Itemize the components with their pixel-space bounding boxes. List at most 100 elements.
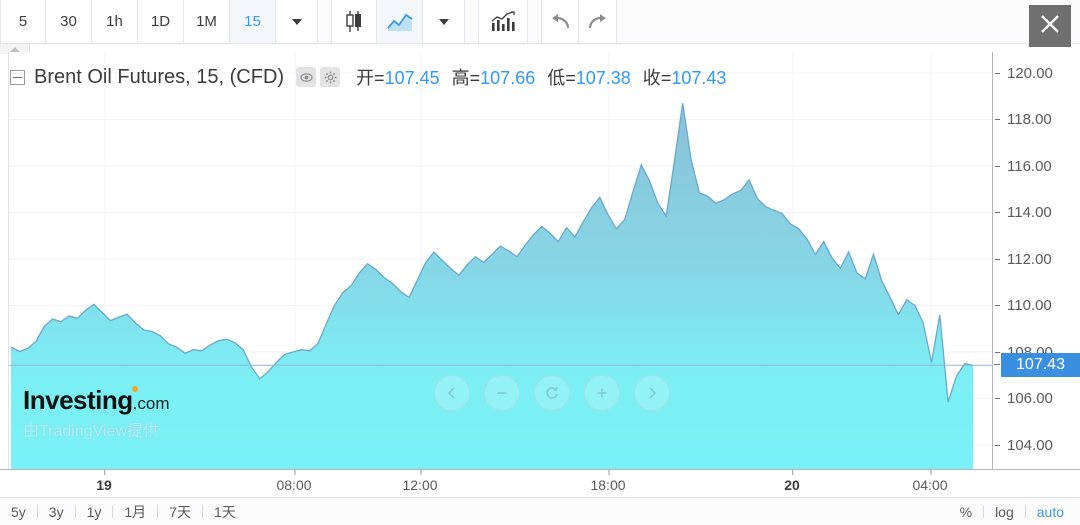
undo-button[interactable] [541, 0, 579, 43]
badge-notch [994, 364, 1000, 366]
chart-pane[interactable]: Investing.com 由TradingView提供 [8, 52, 993, 469]
range-button-5y[interactable]: 5y [11, 503, 26, 520]
chart-type-area-button[interactable] [377, 0, 423, 43]
range-button-1y[interactable]: 1y [86, 503, 102, 520]
price-axis-tick-label: 106.00 [1007, 390, 1053, 407]
bottom-divider [74, 505, 76, 518]
chevron-down-icon [291, 18, 302, 25]
ohlc-value: 107.66 [480, 68, 536, 88]
range-button-3y[interactable]: 3y [48, 503, 64, 520]
close-button[interactable] [1029, 5, 1071, 47]
chevron-up-icon [9, 46, 20, 52]
time-axis[interactable]: 19 08:00 12:00 18:00 20 04:00 [0, 469, 1080, 497]
price-axis-tick-label: 110.00 [1007, 297, 1052, 314]
ohlc-item: 开=107.45 [356, 68, 440, 88]
bottom-divider [983, 505, 985, 518]
scroll-left-button[interactable] [434, 375, 470, 411]
undo-arrow-icon [549, 13, 571, 31]
legend-symbol-title: Brent Oil Futures, 15, (CFD) [34, 65, 285, 88]
price-area-fill [11, 103, 973, 469]
scale-auto-button[interactable]: auto [1036, 503, 1064, 520]
price-axis-tick: 104.00 [994, 437, 1080, 454]
candlestick-icon [343, 10, 365, 34]
area-chart-icon [386, 12, 413, 32]
chart-type-dropdown-button[interactable] [423, 0, 465, 43]
time-axis-tick-label: 08:00 [276, 477, 312, 493]
bottom-divider [201, 505, 203, 518]
scale-log-button[interactable]: log [995, 503, 1014, 520]
time-axis-tick: 18:00 [590, 470, 626, 493]
interval-5[interactable]: 5 [0, 0, 46, 43]
tick-dash [995, 398, 1000, 399]
tick-dash [995, 351, 1000, 353]
indicators-button[interactable] [478, 0, 528, 43]
price-axis-tick: 116.00 [994, 158, 1080, 175]
ohlc-label: 低= [547, 68, 576, 88]
time-axis-tick-label: 19 [96, 477, 112, 493]
price-line [10, 103, 974, 403]
tick-dash [995, 119, 1000, 120]
ohlc-value: 107.43 [671, 68, 727, 88]
toolbar-divider-1 [318, 0, 331, 43]
zoom-in-button[interactable] [584, 375, 620, 411]
range-button-1天[interactable]: 1天 [213, 503, 236, 520]
eye-icon[interactable] [296, 67, 317, 87]
time-axis-tick-label: 18:00 [590, 477, 626, 493]
chart-legend: Brent Oil Futures, 15, (CFD) 开=107.45 高=10… [10, 60, 726, 94]
collapse-minus-icon[interactable] [10, 69, 25, 85]
scale-percent-button[interactable]: % [959, 503, 973, 520]
price-axis-tick: 112.00 [994, 251, 1080, 268]
tick-mark [419, 470, 421, 475]
range-button-1月[interactable]: 1月 [124, 503, 147, 520]
redo-button[interactable] [579, 0, 617, 43]
bottom-divider [157, 505, 159, 518]
price-axis[interactable]: 120.00 118.00 116.00 114.00 112.00 110.00 108.… [994, 52, 1080, 469]
plus-icon [595, 386, 609, 400]
tick-mark [791, 470, 793, 475]
ohlc-label: 高= [451, 68, 481, 88]
time-axis-tick: 08:00 [276, 470, 312, 493]
price-axis-tick: 120.00 [994, 64, 1080, 82]
tick-dash [995, 305, 1000, 306]
gear-icon[interactable] [320, 67, 341, 87]
chart-type-candlestick-button[interactable] [331, 0, 377, 43]
toolbar-divider-2 [465, 0, 478, 43]
tick-dash [995, 72, 1000, 74]
interval-1h[interactable]: 1h [92, 0, 138, 43]
chevron-left-icon [445, 386, 459, 400]
tick-mark [293, 470, 295, 475]
interval-1m[interactable]: 1M [184, 0, 230, 43]
bottom-toolbar: 5y 3y 1y 1月 7天 1天 % log auto [0, 497, 1080, 525]
reset-chart-button[interactable] [534, 375, 570, 411]
price-axis-tick: 106.00 [994, 390, 1080, 407]
ohlc-item: 低=107.38 [547, 68, 631, 88]
price-axis-tick: 118.00 [994, 111, 1080, 128]
zoom-out-button[interactable] [484, 375, 520, 411]
pane-collapse-handle[interactable] [0, 44, 30, 54]
interval-15[interactable]: 15 [230, 0, 276, 43]
interval-dropdown-button[interactable] [276, 0, 318, 43]
interval-label: 1M [196, 13, 217, 30]
bottom-divider [36, 505, 38, 518]
time-axis-tick-label: 12:00 [402, 477, 438, 493]
ohlc-value: 107.38 [575, 68, 631, 88]
time-axis-tick: 19 [96, 470, 112, 493]
chart-toolbar: 5 30 1h 1D 1M 15 [0, 0, 1080, 44]
chart-navigation-buttons [434, 375, 670, 411]
price-axis-tick-label: 114.00 [1007, 204, 1052, 221]
interval-1d[interactable]: 1D [138, 0, 184, 43]
interval-button-group: 5 30 1h 1D 1M 15 [0, 0, 276, 43]
ohlc-value: 107.45 [384, 68, 440, 88]
interval-label: 5 [18, 13, 28, 30]
tick-dash [995, 165, 1000, 167]
price-axis-tick-label: 120.00 [1007, 64, 1053, 82]
scroll-right-button[interactable] [634, 375, 670, 411]
price-axis-tick: 110.00 [994, 297, 1080, 314]
tick-dash [995, 258, 1000, 260]
price-axis-tick: 114.00 [994, 204, 1080, 221]
chevron-right-icon [645, 386, 659, 400]
redo-arrow-icon [587, 13, 609, 31]
interval-30[interactable]: 30 [46, 0, 92, 43]
range-button-7天[interactable]: 7天 [169, 503, 191, 520]
